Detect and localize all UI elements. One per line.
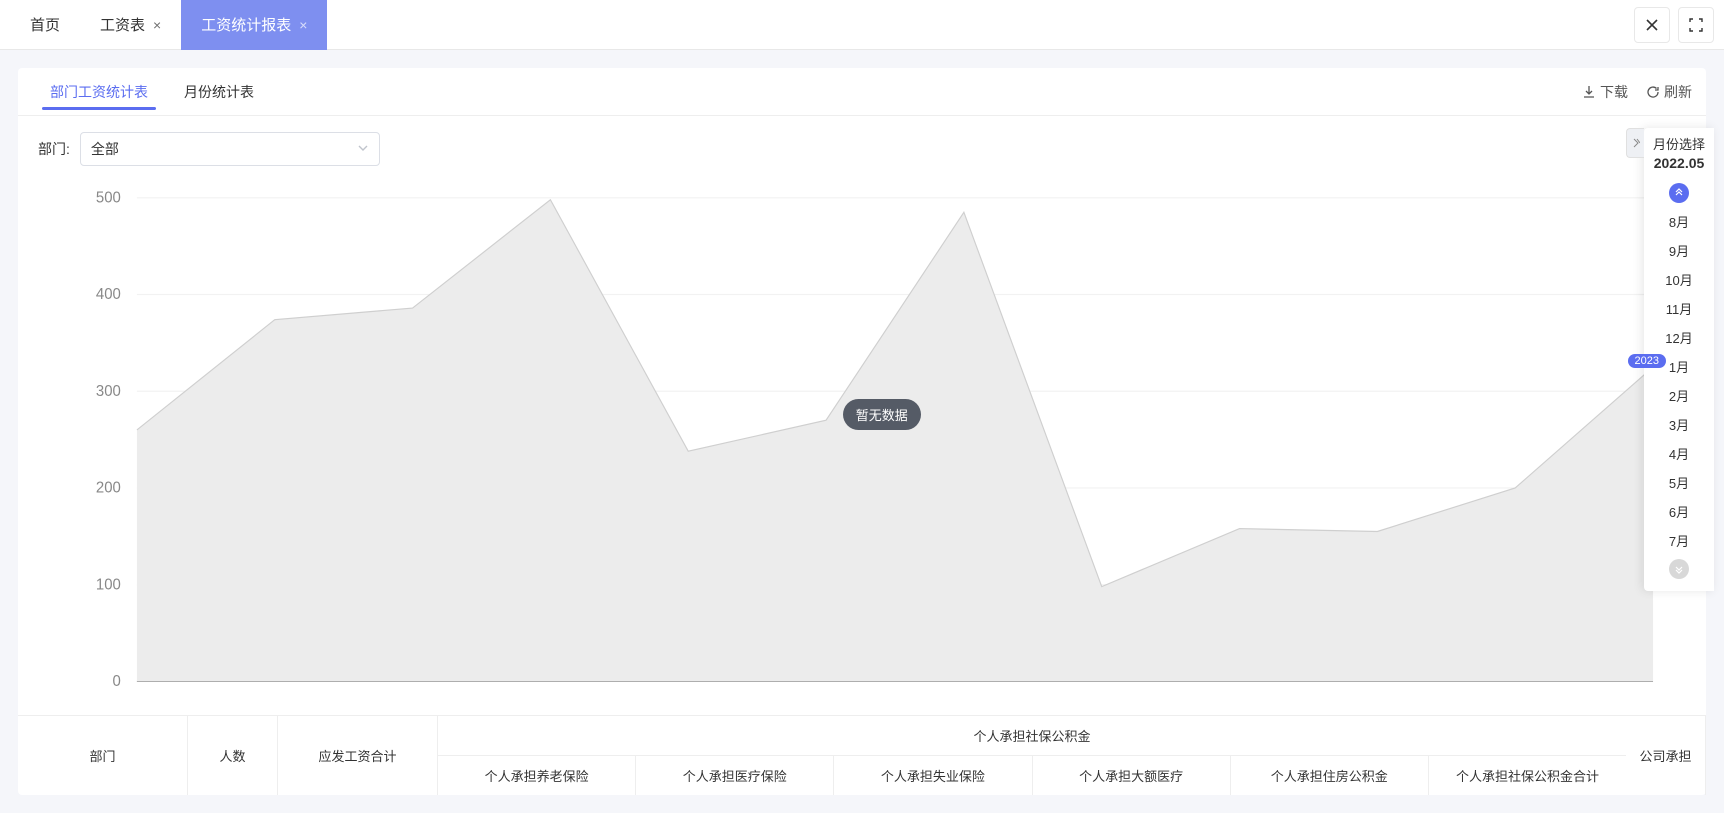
month-item-label: 4月 — [1669, 447, 1689, 462]
inner-tab-label: 部门工资统计表 — [50, 82, 148, 102]
top-tab-label: 首页 — [30, 14, 60, 35]
month-item[interactable]: 2月 — [1644, 381, 1714, 410]
month-item[interactable]: 6月 — [1644, 497, 1714, 526]
refresh-label: 刷新 — [1664, 82, 1692, 102]
top-right-icons — [1634, 7, 1724, 43]
table-header-subcell: 个人承担养老保险 — [438, 756, 636, 796]
chart-area-fill — [137, 200, 1653, 682]
content-area: 部门工资统计表 月份统计表 下载 刷新 部门: 全部 — [0, 50, 1724, 813]
table-header-cell-overflow: 公司承担 — [1626, 716, 1706, 795]
refresh-icon — [1646, 85, 1660, 99]
fullscreen-icon[interactable] — [1678, 7, 1714, 43]
report-card: 部门工资统计表 月份统计表 下载 刷新 部门: 全部 — [18, 68, 1706, 795]
inner-tab-1[interactable]: 月份统计表 — [166, 68, 272, 116]
refresh-button[interactable]: 刷新 — [1646, 82, 1692, 102]
month-item-label: 8月 — [1669, 215, 1689, 230]
month-panel-title: 月份选择 — [1644, 128, 1714, 155]
inner-tab-label: 月份统计表 — [184, 82, 254, 102]
table-header-group: 个人承担社保公积金个人承担养老保险个人承担医疗保险个人承担失业保险个人承担大额医… — [438, 716, 1626, 795]
top-tab-0[interactable]: 首页 — [10, 0, 80, 50]
table-header-cell: 应发工资合计 — [278, 716, 438, 795]
month-item-label: 9月 — [1669, 244, 1689, 259]
table-header-cell: 部门 — [18, 716, 188, 795]
filter-row: 部门: 全部 — [18, 116, 1706, 176]
download-button[interactable]: 下载 — [1582, 82, 1628, 102]
y-axis-tick-label: 300 — [96, 383, 121, 400]
month-scroll-down-icon[interactable] — [1669, 559, 1689, 579]
top-tab-label: 工资表 — [100, 14, 145, 35]
table-header-subcell: 个人承担大额医疗 — [1033, 756, 1231, 796]
table-header-subcell: 个人承担医疗保险 — [636, 756, 834, 796]
month-panel-current: 2022.05 — [1644, 155, 1714, 179]
table-header-cell: 人数 — [188, 716, 278, 795]
month-item[interactable]: 5月 — [1644, 468, 1714, 497]
top-tab-1[interactable]: 工资表 × — [80, 0, 181, 50]
year-badge: 2023 — [1628, 354, 1666, 368]
month-item[interactable]: 7月 — [1644, 526, 1714, 555]
department-select[interactable]: 全部 — [80, 132, 380, 166]
download-label: 下载 — [1600, 82, 1628, 102]
top-tab-label: 工资统计报表 — [201, 14, 291, 35]
month-item-label: 12月 — [1665, 331, 1692, 346]
close-icon[interactable]: × — [153, 17, 161, 33]
table-header-area: 部门人数应发工资合计个人承担社保公积金个人承担养老保险个人承担医疗保险个人承担失… — [18, 715, 1706, 795]
month-item-label: 5月 — [1669, 476, 1689, 491]
department-select-value: 全部 — [91, 139, 119, 159]
month-item-label: 10月 — [1665, 273, 1692, 288]
y-axis-tick-label: 0 — [113, 673, 121, 690]
month-item[interactable]: 3月 — [1644, 410, 1714, 439]
month-item[interactable]: 4月 — [1644, 439, 1714, 468]
inner-tabs: 部门工资统计表 月份统计表 下载 刷新 — [18, 68, 1706, 116]
close-panel-icon[interactable] — [1634, 7, 1670, 43]
y-axis-tick-label: 500 — [96, 189, 121, 206]
month-item-label: 2月 — [1669, 389, 1689, 404]
month-item-label: 1月 — [1669, 360, 1689, 375]
top-tabs-bar: 首页 工资表 × 工资统计报表 × — [0, 0, 1724, 50]
table-header-subcell: 个人承担住房公积金 — [1231, 756, 1429, 796]
month-selector-panel: 月份选择 2022.05 8月 9月 10月 11月 12月 20231月 2月 3月 4月 5月… — [1644, 128, 1714, 591]
month-scroll-up-icon[interactable] — [1669, 183, 1689, 203]
month-item[interactable]: 12月 — [1644, 323, 1714, 352]
table-header-group-title: 个人承担社保公积金 — [438, 716, 1626, 756]
month-item-label: 6月 — [1669, 505, 1689, 520]
filter-label: 部门: — [38, 139, 70, 159]
close-icon[interactable]: × — [299, 17, 307, 33]
download-icon — [1582, 85, 1596, 99]
month-item[interactable]: 9月 — [1644, 236, 1714, 265]
month-item[interactable]: 11月 — [1644, 294, 1714, 323]
table-header-subcell: 个人承担社保公积金合计 — [1429, 756, 1626, 796]
inner-actions: 下载 刷新 — [1582, 82, 1692, 102]
table-header-subcell: 个人承担失业保险 — [834, 756, 1032, 796]
month-item[interactable]: 8月 — [1644, 207, 1714, 236]
top-tab-2[interactable]: 工资统计报表 × — [181, 0, 327, 50]
month-panel-collapse-icon[interactable] — [1626, 128, 1644, 158]
month-item-label: 3月 — [1669, 418, 1689, 433]
y-axis-tick-label: 100 — [96, 576, 121, 593]
y-axis-tick-label: 400 — [96, 286, 121, 303]
month-item[interactable]: 10月 — [1644, 265, 1714, 294]
month-item-label: 7月 — [1669, 534, 1689, 549]
y-axis-tick-label: 200 — [96, 480, 121, 497]
chart-area: 0100200300400500 暂无数据 — [18, 176, 1706, 715]
chevron-down-icon — [357, 142, 369, 157]
inner-tab-0[interactable]: 部门工资统计表 — [32, 68, 166, 116]
month-item[interactable]: 20231月 — [1644, 352, 1714, 381]
month-item-label: 11月 — [1666, 302, 1693, 317]
